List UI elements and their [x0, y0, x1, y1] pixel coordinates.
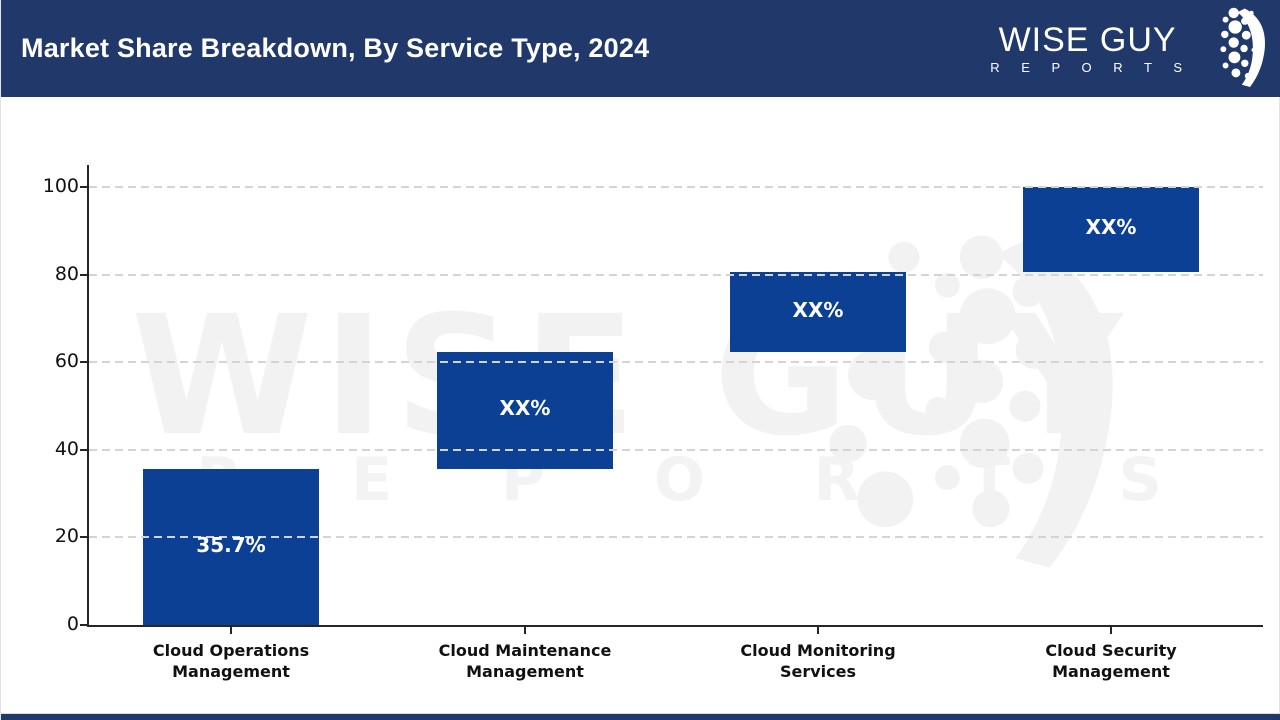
- y-tick-label-40: 40: [54, 437, 79, 460]
- footer-band: [1, 714, 1280, 720]
- y-tick-mark-60: [80, 361, 88, 364]
- y-tick-label-0: 0: [66, 613, 79, 635]
- y-tick-mark-40: [80, 448, 88, 451]
- header-band: Market Share Breakdown, By Service Type,…: [1, 0, 1280, 97]
- bar-4: [1023, 187, 1199, 272]
- watermark-brand-text: WISE GUY: [131, 280, 1133, 472]
- dotted-head-icon: [1193, 4, 1267, 94]
- bar-value-label-3: XX%: [792, 298, 844, 323]
- y-axis-line: [87, 165, 89, 627]
- gridline-100: [89, 186, 1263, 188]
- bar-value-label-2: XX%: [499, 396, 551, 421]
- x-tick-mark-3: [817, 627, 819, 634]
- footer-hairline: [1, 713, 1280, 714]
- y-tick-label-60: 60: [54, 350, 79, 373]
- y-tick-mark-0: [80, 624, 88, 626]
- category-label-2: Cloud Maintenance Management: [438, 641, 612, 681]
- category-label-3: Cloud Monitoring Services: [740, 641, 896, 681]
- brand-logo-text: WISE GUY R E P O R T S: [984, 23, 1191, 75]
- y-tick-mark-100: [80, 186, 88, 188]
- brand-logo: WISE GUY R E P O R T S: [984, 4, 1267, 94]
- bar-value-label-1: 35.7%: [196, 532, 266, 557]
- x-axis-line: [87, 625, 1263, 627]
- gridline-40: [89, 448, 1263, 451]
- bar-value-label-4: XX%: [1085, 215, 1137, 240]
- brand-subname: R E P O R T S: [990, 59, 1191, 75]
- gridline-60: [89, 361, 1263, 364]
- y-tick-label-20: 20: [54, 525, 79, 548]
- gridline-20: [89, 536, 1263, 539]
- y-tick-mark-20: [80, 536, 88, 539]
- gridline-80: [89, 273, 1263, 276]
- y-tick-label-80: 80: [54, 262, 79, 285]
- bar-3: [730, 271, 906, 353]
- brand-name: WISE GUY: [998, 20, 1177, 59]
- y-tick-mark-80: [80, 273, 88, 276]
- x-tick-mark-2: [524, 627, 526, 634]
- category-label-4: Cloud Security Management: [1045, 641, 1177, 681]
- page-title: Market Share Breakdown, By Service Type,…: [21, 33, 650, 63]
- category-label-1: Cloud Operations Management: [152, 641, 310, 681]
- bar-1: [143, 468, 319, 625]
- x-tick-mark-4: [1110, 627, 1112, 634]
- x-tick-mark-1: [230, 627, 232, 634]
- y-tick-label-100: 100: [42, 175, 79, 197]
- watermark-dotted-head-icon: [806, 220, 1126, 584]
